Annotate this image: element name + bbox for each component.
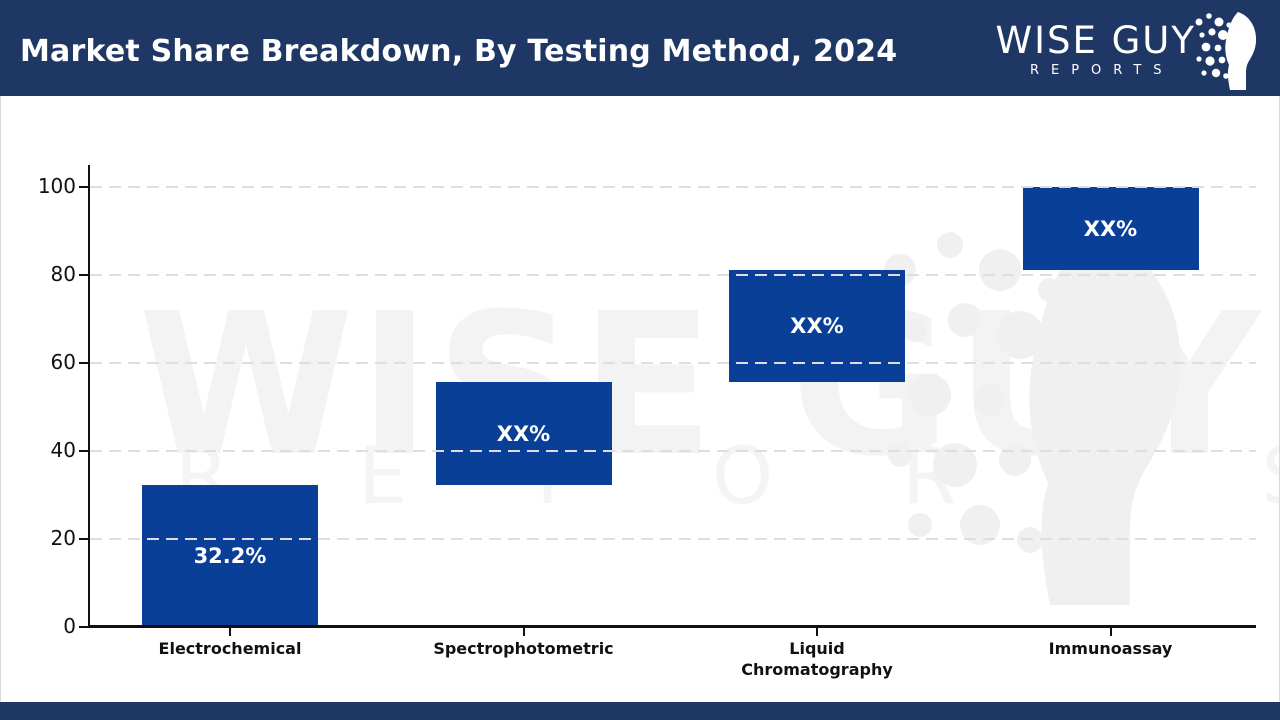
- y-tick-label: 20: [50, 526, 76, 550]
- bar-segment: XX%: [729, 270, 905, 383]
- y-tick-label: 100: [37, 174, 76, 198]
- x-tick-mark: [229, 628, 231, 636]
- x-category-label: Immunoassay: [1048, 639, 1173, 658]
- x-tick-mark: [1109, 628, 1112, 636]
- logo-face-icon: [1195, 12, 1257, 90]
- y-tick-mark: [79, 274, 88, 276]
- logo-subtext: REPORTS: [1029, 62, 1174, 78]
- x-tick-mark: [816, 628, 818, 636]
- logo-wordmark: WISE GUY: [995, 19, 1196, 63]
- watermark-face-icon: [884, 230, 1181, 605]
- header-banner: Market Share Breakdown, By Testing Metho…: [0, 0, 1280, 96]
- y-tick-label: 60: [50, 350, 76, 374]
- y-axis-line: [88, 165, 90, 628]
- bar-segment: 32.2%: [142, 485, 318, 627]
- x-category-label: Liquid Chromatography: [741, 639, 893, 679]
- y-tick-label: 40: [50, 438, 76, 462]
- x-category-label: Spectrophotometric: [433, 639, 614, 658]
- bar-value-label: XX%: [790, 314, 844, 339]
- x-category-label: Electrochemical: [158, 639, 302, 658]
- gridline: [90, 450, 1256, 452]
- y-tick-label: 0: [63, 614, 76, 638]
- y-tick-mark: [79, 538, 88, 540]
- y-tick-mark: [79, 186, 88, 188]
- footer-bar: [0, 702, 1280, 720]
- chart-title: Market Share Breakdown, By Testing Metho…: [20, 33, 898, 69]
- y-tick-mark: [79, 450, 88, 452]
- y-tick-mark: [79, 362, 88, 364]
- x-axis-line: [88, 625, 1256, 628]
- y-tick-mark: [79, 626, 88, 628]
- gridline: [90, 274, 1256, 276]
- gridline: [90, 362, 1256, 364]
- bar-value-label: XX%: [496, 421, 551, 446]
- y-tick-label: 80: [50, 262, 76, 286]
- bar-value-label: XX%: [1083, 216, 1138, 241]
- bar-segment: XX%: [1022, 187, 1199, 271]
- gridline: [90, 186, 1256, 188]
- bar-segment: XX%: [435, 382, 612, 486]
- gridline: [90, 538, 1256, 540]
- bar-value-label: 32.2%: [193, 544, 267, 569]
- wise-guy-reports-logo: WISE GUY REPORTS: [996, 6, 1258, 90]
- x-tick-mark: [522, 628, 525, 636]
